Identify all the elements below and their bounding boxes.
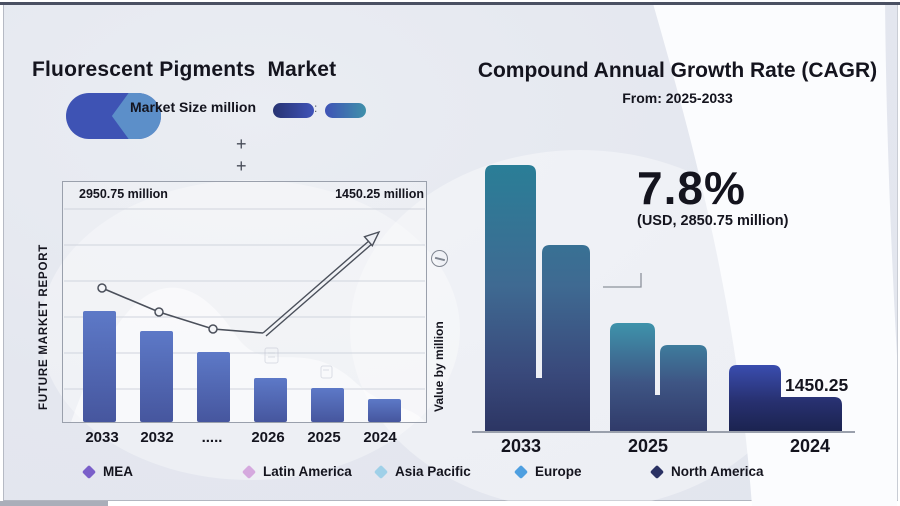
- legend-label: Asia Pacific: [395, 464, 471, 479]
- bar-group-2033: [485, 165, 590, 432]
- left-x-label-2024: 2024: [363, 429, 397, 446]
- trend-markers: [97, 283, 218, 334]
- legend-diamond-icon: [513, 464, 529, 479]
- scale-pill-dark-icon: [273, 103, 314, 118]
- right-of-chart-value-label: Value by million: [432, 321, 446, 412]
- legend-diamond-icon: [241, 464, 257, 479]
- minus-circle-icon: [431, 250, 448, 267]
- bottom-left-shadow: [0, 501, 108, 506]
- cagr-percentage: 7.8%: [637, 162, 746, 214]
- left-chart-graphic: [64, 208, 425, 422]
- left-chart-bars: [83, 311, 401, 422]
- legend-diamond-icon: [373, 464, 389, 479]
- left-x-label-2033: 2033: [85, 429, 119, 446]
- market-size-caption: Market Size million: [130, 99, 257, 115]
- left-chart-end-value: 1450.25 million: [335, 187, 424, 201]
- plus-mark-icon: +: [236, 134, 247, 154]
- legend-item-asia-pacific: Asia Pacific: [373, 464, 471, 479]
- scale-pill-teal-icon: [325, 103, 366, 118]
- left-x-label-2025: 2025: [307, 429, 341, 446]
- legend-item-europe: Europe: [513, 464, 582, 479]
- right-chart-graphic: [472, 165, 855, 433]
- trend-line: [101, 287, 264, 334]
- legend-label: Latin America: [263, 464, 352, 479]
- bar-group-2024: [729, 365, 842, 432]
- left-x-label-2026: 2026: [251, 429, 285, 446]
- right-x-label-2033: 2033: [500, 436, 542, 456]
- cagr-title: Compound Annual Growth Rate (CAGR): [477, 59, 878, 82]
- right-x-label-2024: 2024: [789, 436, 831, 456]
- growth-arrow: [262, 230, 381, 337]
- right-chart-value-label: 1450.25: [785, 375, 849, 395]
- legend-item-mea: MEA: [81, 464, 133, 479]
- capsule-logo-icon: [66, 93, 161, 139]
- plus-mark-icon: +: [236, 156, 247, 176]
- left-chart-plot-area: [62, 181, 427, 423]
- legend-item-latin-america: Latin America: [241, 464, 352, 479]
- cagr-usd-note: (USD, 2850.75 million): [637, 213, 789, 229]
- legend-label: Europe: [535, 464, 582, 479]
- cagr-subtitle: From: 2025-2033: [622, 90, 733, 106]
- page-title: Fluorescent Pigments Market: [32, 58, 337, 81]
- legend-label: MEA: [103, 464, 133, 479]
- legend-label: North America: [671, 464, 764, 479]
- legend-diamond-icon: [649, 464, 665, 479]
- left-chart-start-value: 2950.75 million: [79, 187, 168, 201]
- faint-doc-icons: [264, 347, 333, 379]
- left-x-label-2032: 2032: [140, 429, 174, 446]
- bar-group-2025: [610, 323, 707, 432]
- left-x-label-dots: .....: [201, 429, 223, 446]
- step-decoration: [603, 273, 642, 288]
- legend-diamond-icon: [81, 464, 97, 479]
- scale-separator: :: [314, 101, 318, 115]
- top-accent-line: [0, 2, 900, 5]
- right-x-label-2025: 2025: [627, 436, 669, 456]
- legend-item-north-america: North America: [649, 464, 764, 479]
- left-chart-y-axis-label: FUTURE MARKET REPORT: [38, 243, 50, 410]
- gridlines: [64, 208, 425, 390]
